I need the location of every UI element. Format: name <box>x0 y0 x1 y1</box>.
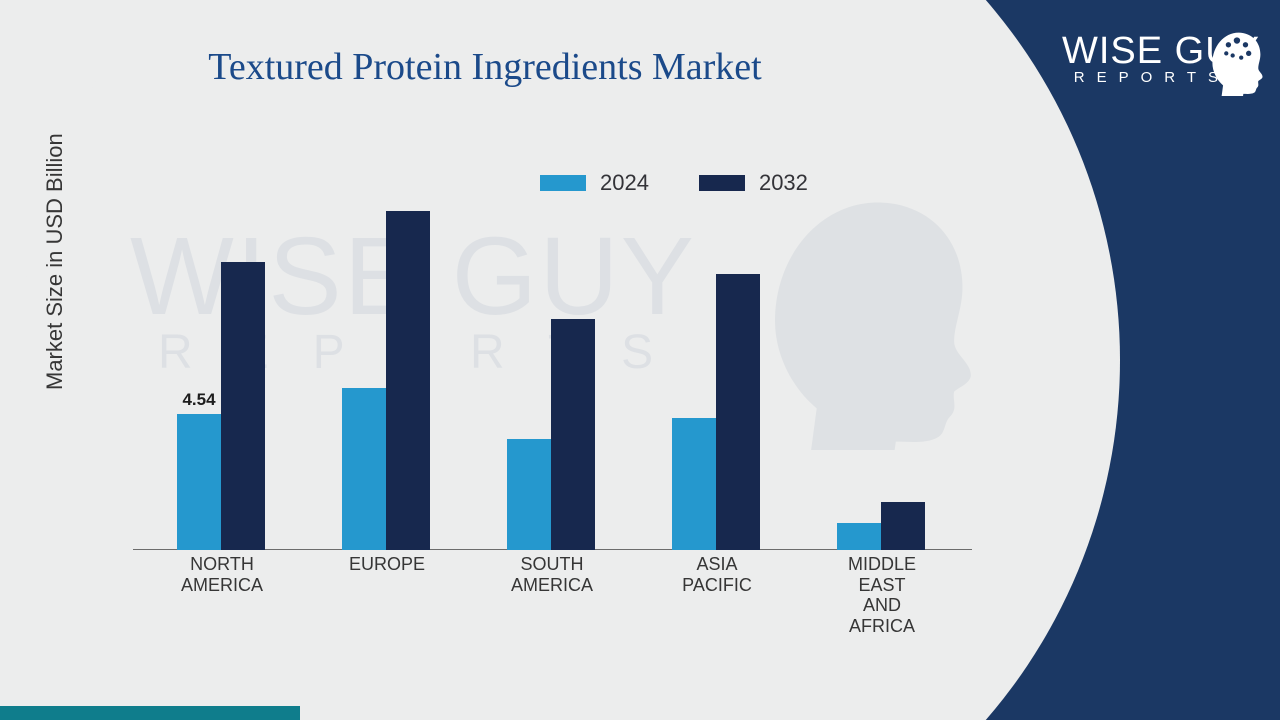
x-axis-category-label: MIDDLEEASTANDAFRICA <box>812 554 952 637</box>
bar-2032 <box>551 319 595 550</box>
chart-area: Market Size in USD Billion 4.54 NORTHAME… <box>60 160 980 630</box>
bar-2032 <box>716 274 760 550</box>
chart-title: Textured Protein Ingredients Market <box>0 45 970 89</box>
x-axis-category-label: SOUTHAMERICA <box>482 554 622 595</box>
chart-canvas: WISE GUY REPORTS WISE GUY REPORTS Textur… <box>0 0 1280 720</box>
x-axis-category-label: NORTHAMERICA <box>152 554 292 595</box>
bar-2024 <box>507 439 551 550</box>
x-axis-category-label: EUROPE <box>317 554 457 575</box>
bar-2024 <box>672 418 716 550</box>
logo-head-icon <box>1210 32 1266 96</box>
x-axis-labels: NORTHAMERICA EUROPE SOUTHAMERICA ASIAPACIFI… <box>132 554 972 654</box>
bottom-accent-strip <box>0 706 300 720</box>
bar-2032 <box>221 262 265 550</box>
bar-2024 <box>837 523 881 550</box>
brand-logo: WISE GUY REPORTS <box>990 30 1260 86</box>
bar-2032 <box>386 211 430 550</box>
plot-area: 4.54 <box>132 190 972 550</box>
bar-2024: 4.54 <box>177 414 221 550</box>
bar-2032 <box>881 502 925 550</box>
x-axis-category-label: ASIAPACIFIC <box>647 554 787 595</box>
bar-value-label: 4.54 <box>182 390 215 410</box>
y-axis-label: Market Size in USD Billion <box>42 133 68 390</box>
bar-2024 <box>342 388 386 550</box>
